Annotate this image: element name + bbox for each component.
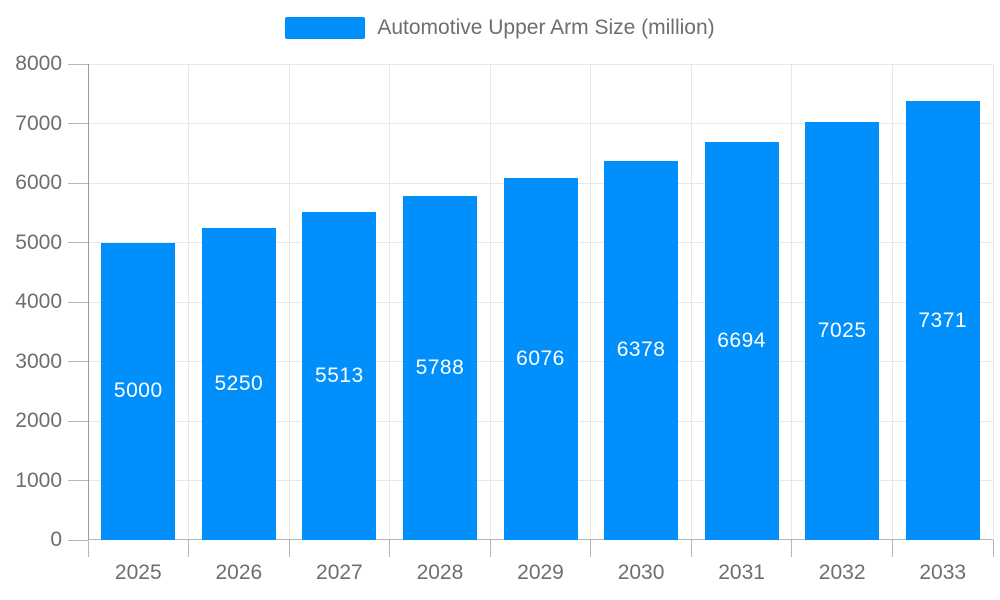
x-axis-tick: [288, 540, 290, 557]
gridline-vertical: [389, 64, 391, 540]
gridline-vertical: [891, 64, 893, 540]
y-axis-tick: [68, 301, 88, 303]
y-axis-tick: [68, 123, 88, 124]
x-axis-tick: [690, 540, 692, 557]
bar-value-label: 7371: [918, 308, 968, 332]
x-axis-tick: [489, 540, 491, 557]
x-axis-tick: [992, 540, 994, 557]
plot-area: 5000 5250 5513 5788 6076 6378 6694 7025 7371: [88, 63, 994, 540]
y-axis-label: 1000: [15, 468, 62, 492]
gridline-vertical: [489, 64, 491, 540]
legend-label: Automotive Upper Arm Size (million): [377, 16, 715, 39]
bar-value-label: 6378: [616, 338, 666, 362]
legend-swatch: [285, 17, 366, 39]
x-axis-tick: [188, 540, 190, 557]
y-axis-label: 5000: [15, 230, 62, 254]
bar[interactable]: 6076: [503, 178, 578, 540]
bar-value-label: 6694: [717, 328, 766, 352]
y-axis-tick: [68, 539, 88, 541]
bar[interactable]: 6378: [604, 160, 679, 540]
gridline-vertical: [690, 64, 692, 540]
x-axis-tick: [891, 540, 893, 557]
bar[interactable]: 5000: [101, 242, 176, 540]
y-axis-label: 4000: [15, 290, 62, 313]
x-axis-tick: [87, 540, 89, 557]
bar[interactable]: 7371: [905, 101, 980, 540]
bar-value-label: 6076: [516, 347, 565, 371]
gridline-vertical: [590, 64, 592, 540]
y-axis-tick: [68, 361, 88, 362]
y-axis-label: 8000: [15, 52, 62, 75]
bar-value-label: 5000: [113, 379, 163, 403]
gridline-vertical: [992, 64, 994, 540]
y-axis-tick: [68, 242, 88, 243]
bar[interactable]: 5250: [201, 227, 276, 540]
bar-value-label: 5513: [315, 363, 364, 387]
gridline-vertical: [188, 64, 190, 540]
bar[interactable]: 5788: [402, 195, 477, 540]
x-axis-label: 2030: [617, 561, 665, 584]
gridline-horizontal: [88, 63, 993, 65]
y-axis-label: 7000: [15, 111, 62, 135]
gridline-horizontal: [88, 123, 993, 124]
y-axis-label: 2000: [15, 409, 62, 432]
y-axis-tick: [68, 63, 88, 65]
x-axis-tick: [791, 540, 793, 557]
y-axis-label: 6000: [15, 171, 62, 194]
x-axis-label: 2028: [416, 561, 464, 584]
x-axis-label: 2025: [114, 561, 162, 584]
legend[interactable]: Automotive Upper Arm Size (million): [0, 0, 1000, 56]
y-axis-tick: [68, 182, 88, 184]
y-axis-label: 3000: [15, 349, 62, 373]
y-axis-tick: [68, 480, 88, 481]
x-axis-label: 2032: [818, 561, 866, 584]
x-axis-label: 2026: [215, 561, 263, 584]
x-axis-tick: [590, 540, 592, 557]
gridline-vertical: [791, 64, 793, 540]
y-axis-line: [88, 64, 89, 540]
gridline-vertical: [288, 64, 290, 540]
bar[interactable]: 6694: [704, 141, 779, 540]
y-axis-tick: [68, 420, 88, 422]
x-axis-tick: [389, 540, 391, 557]
y-axis-label: 0: [50, 528, 62, 551]
bar[interactable]: 5513: [302, 211, 377, 540]
x-axis-label: 2029: [517, 561, 564, 584]
x-axis-label: 2033: [919, 561, 967, 584]
x-axis-label: 2031: [718, 561, 765, 584]
bar-value-label: 5788: [415, 355, 465, 379]
bar[interactable]: 7025: [805, 122, 880, 540]
x-axis-label: 2027: [316, 561, 363, 584]
bar-value-label: 5250: [214, 371, 264, 395]
bar-value-label: 7025: [817, 318, 867, 342]
